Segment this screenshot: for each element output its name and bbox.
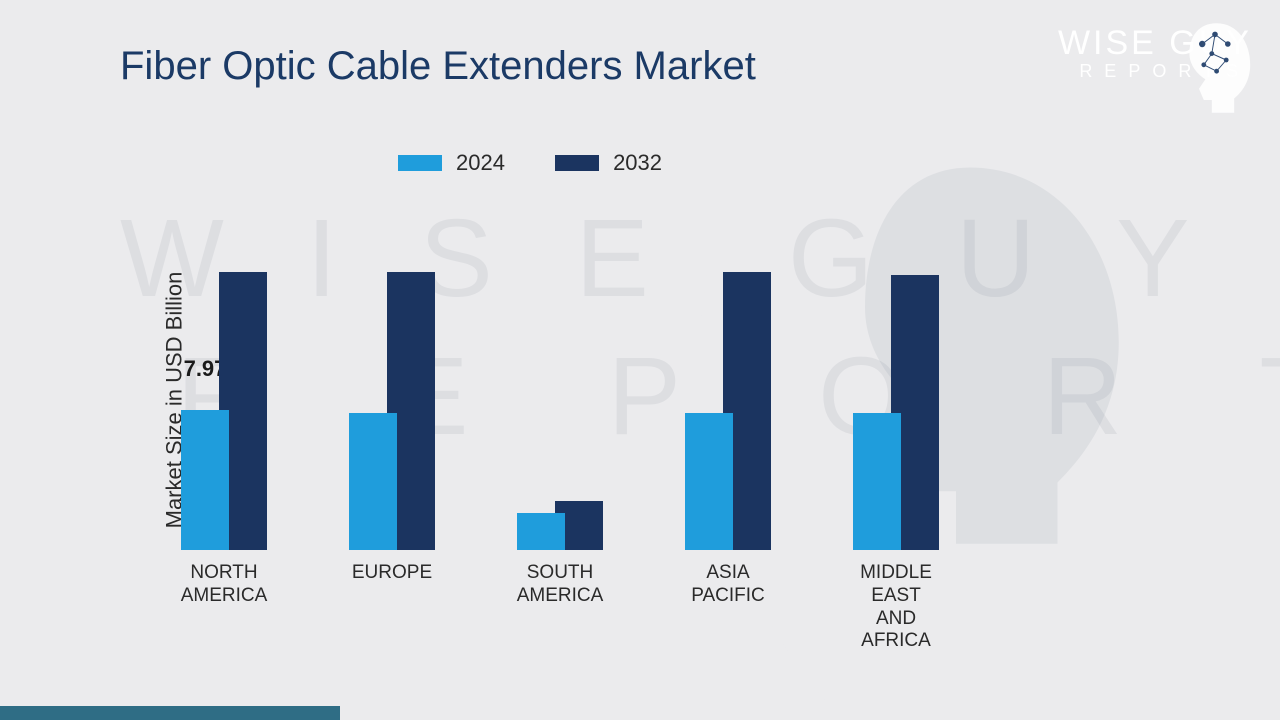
chart-title: Fiber Optic Cable Extenders Market — [120, 44, 756, 89]
bar-2024 — [685, 413, 733, 550]
plot-area: 7.97 — [140, 198, 980, 550]
accent-bottom-bar — [0, 706, 340, 720]
bar-2024 — [853, 413, 901, 550]
x-axis-label: MIDDLE EAST AND AFRICA — [818, 562, 974, 653]
brand-logo: WISE GUY REPORTS — [1058, 24, 1252, 82]
bar-2024 — [517, 513, 565, 550]
x-axis-label: NORTH AMERICA — [146, 562, 302, 608]
legend-label-2032: 2032 — [613, 150, 662, 176]
legend-label-2024: 2024 — [456, 150, 505, 176]
legend-item-2024: 2024 — [398, 150, 505, 176]
bar-2024 — [181, 410, 229, 550]
x-axis-label: ASIA PACIFIC — [650, 562, 806, 608]
x-axis-label: SOUTH AMERICA — [482, 562, 638, 608]
chart: 2024 2032 Market Size in USD Billion 7.9… — [80, 150, 980, 650]
legend: 2024 2032 — [80, 150, 980, 177]
legend-swatch-2032 — [555, 155, 599, 171]
legend-swatch-2024 — [398, 155, 442, 171]
legend-item-2032: 2032 — [555, 150, 662, 176]
x-axis-label: EUROPE — [314, 562, 470, 585]
bar-2024 — [349, 413, 397, 550]
canvas: WISE GUY REPORTS W I S E G U Y R E P O R… — [0, 0, 1280, 720]
x-axis-labels: NORTH AMERICA EUROPE SOUTH AMERICA ASIA PAC… — [140, 554, 980, 650]
brand-head-icon — [1172, 20, 1258, 116]
